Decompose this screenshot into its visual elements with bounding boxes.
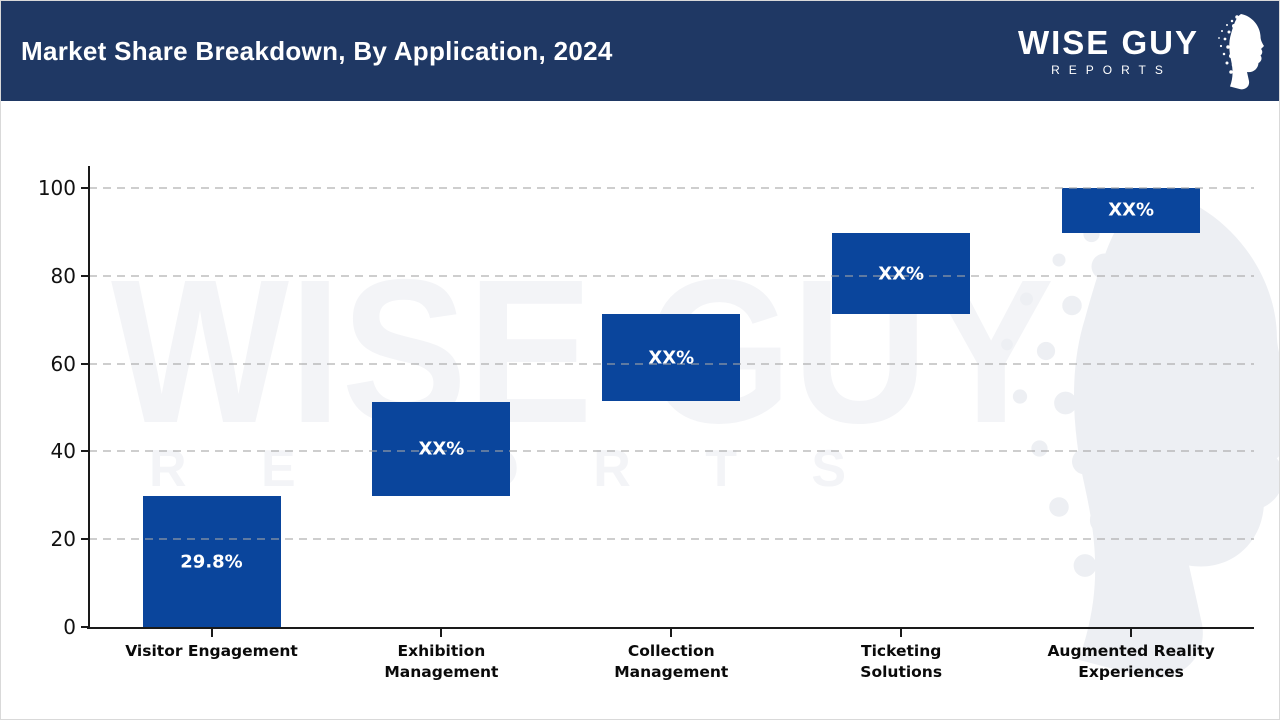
y-tick-label: 100 — [37, 176, 76, 200]
y-tick-mark — [81, 450, 89, 453]
y-tick-label: 80 — [50, 263, 76, 288]
logo-head-profile-icon — [1218, 14, 1264, 90]
y-tick-mark — [81, 362, 89, 365]
gridline — [89, 274, 1254, 277]
x-tick-mark — [1130, 629, 1133, 637]
y-tick-mark — [81, 538, 89, 541]
watermark-head-profile-icon — [1001, 188, 1279, 679]
logo-brand-text: WISE GUY — [1017, 23, 1199, 61]
logo-sub-text: REPORTS — [1051, 62, 1172, 77]
chart-title: Market Share Breakdown, By Application, … — [21, 35, 613, 66]
y-tick-label: 0 — [63, 615, 76, 639]
gridline — [89, 187, 1254, 189]
bar-value-label: XX% — [418, 438, 465, 460]
x-category-label: Exhibition Management — [384, 642, 499, 681]
y-tick-mark — [81, 274, 89, 277]
bar — [602, 314, 741, 401]
x-tick-mark — [900, 629, 903, 637]
y-tick-mark — [81, 626, 89, 628]
y-tick-label: 20 — [50, 527, 76, 552]
bar-value-label: XX% — [1108, 199, 1154, 221]
watermark-reports-text: R E P O R T S — [149, 440, 877, 498]
wiseguy-logo: WISE GUY REPORTS — [1018, 10, 1265, 92]
gridline — [89, 450, 1254, 453]
x-axis — [87, 627, 1254, 629]
x-tick-mark — [440, 629, 443, 637]
header: Market Share Breakdown, By Application, … — [1, 1, 1279, 101]
bar-value-label: XX% — [878, 263, 925, 285]
bar-value-label: 29.8% — [180, 551, 243, 573]
bar — [142, 496, 281, 627]
x-category-label: Ticketing Solutions — [860, 642, 943, 681]
gridline — [89, 362, 1254, 365]
y-axis — [88, 166, 90, 629]
bar — [372, 401, 511, 497]
bar — [832, 232, 971, 315]
bar-value-label: XX% — [648, 347, 695, 369]
y-tick-mark — [81, 187, 89, 189]
y-tick-label: 40 — [50, 439, 76, 464]
x-category-label: Collection Management — [614, 642, 729, 681]
x-tick-mark — [210, 629, 213, 637]
x-tick-mark — [670, 629, 673, 637]
x-category-label: Augmented Reality Experiences — [1047, 642, 1215, 681]
y-tick-label: 60 — [50, 351, 76, 376]
gridline — [89, 538, 1254, 541]
x-category-label: Visitor Engagement — [125, 642, 298, 660]
